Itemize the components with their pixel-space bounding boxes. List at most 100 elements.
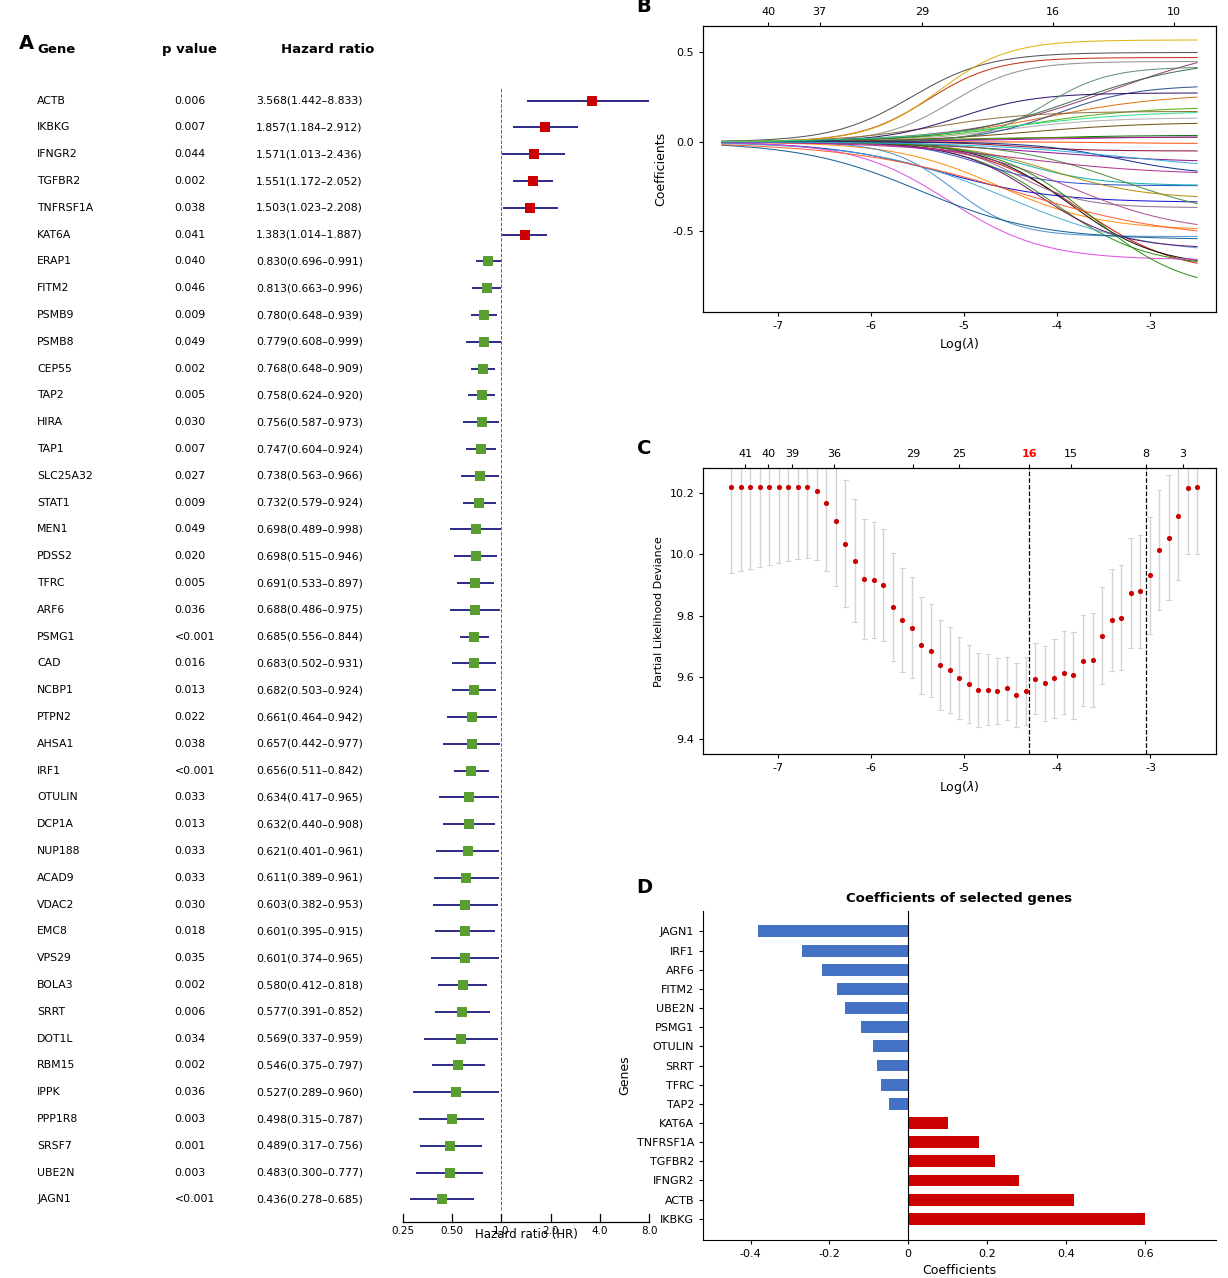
- Text: IRF1: IRF1: [37, 766, 61, 776]
- Point: [1178, 478, 1197, 498]
- Text: 0.009: 0.009: [174, 311, 206, 320]
- Text: SLC25A32: SLC25A32: [37, 470, 93, 481]
- Text: 1.551(1.172–2.052): 1.551(1.172–2.052): [255, 176, 362, 187]
- Text: 0.030: 0.030: [174, 900, 206, 910]
- Title: Coefficients of selected genes: Coefficients of selected genes: [846, 892, 1072, 905]
- Bar: [909, 1174, 1018, 1186]
- Text: B: B: [636, 0, 651, 15]
- Text: 0.601(0.374–0.965): 0.601(0.374–0.965): [255, 953, 363, 964]
- Text: VDAC2: VDAC2: [37, 900, 75, 910]
- Text: PSMB9: PSMB9: [37, 311, 75, 320]
- Text: EMC8: EMC8: [37, 927, 68, 937]
- Text: PSMG1: PSMG1: [37, 631, 76, 642]
- Text: 0.483(0.300–0.777): 0.483(0.300–0.777): [255, 1168, 363, 1177]
- Text: 0.044: 0.044: [174, 150, 206, 160]
- Y-axis label: Coefficients: Coefficients: [655, 132, 667, 206]
- Text: 0.038: 0.038: [174, 739, 206, 749]
- Text: 0.656(0.511–0.842): 0.656(0.511–0.842): [255, 766, 362, 776]
- Point: [949, 667, 969, 688]
- Text: IFNGR2: IFNGR2: [37, 150, 77, 160]
- Bar: [873, 1040, 909, 1052]
- Text: 0.033: 0.033: [174, 846, 206, 856]
- Text: TFRC: TFRC: [37, 578, 65, 588]
- Bar: [909, 1194, 1073, 1205]
- Bar: [822, 964, 909, 975]
- Text: 1.503(1.023–2.208): 1.503(1.023–2.208): [255, 203, 362, 213]
- Text: 0.049: 0.049: [174, 337, 206, 346]
- Bar: [837, 983, 909, 994]
- Text: 1.857(1.184–2.912): 1.857(1.184–2.912): [255, 123, 362, 133]
- X-axis label: Log($\lambda$): Log($\lambda$): [939, 336, 980, 353]
- Text: 1.571(1.013–2.436): 1.571(1.013–2.436): [255, 150, 362, 160]
- Point: [1102, 610, 1121, 630]
- Point: [1187, 477, 1207, 497]
- Point: [750, 477, 770, 497]
- Text: STAT1: STAT1: [37, 497, 70, 507]
- Text: 0.006: 0.006: [174, 1007, 206, 1017]
- Point: [1121, 583, 1141, 603]
- Bar: [802, 944, 909, 956]
- Text: 0.758(0.624–0.920): 0.758(0.624–0.920): [255, 390, 363, 400]
- Text: VPS29: VPS29: [37, 953, 72, 964]
- Text: 0.657(0.442–0.977): 0.657(0.442–0.977): [255, 739, 362, 749]
- Text: 0.527(0.289–0.960): 0.527(0.289–0.960): [255, 1088, 363, 1098]
- Text: 0.756(0.587–0.973): 0.756(0.587–0.973): [255, 417, 362, 427]
- Text: 0.738(0.563–0.966): 0.738(0.563–0.966): [255, 470, 362, 481]
- Text: UBE2N: UBE2N: [37, 1168, 75, 1177]
- Point: [1025, 668, 1045, 689]
- Text: 0.436(0.278–0.685): 0.436(0.278–0.685): [255, 1195, 362, 1204]
- Point: [1016, 681, 1035, 702]
- Y-axis label: Genes: Genes: [619, 1056, 631, 1095]
- Text: ERAP1: ERAP1: [37, 257, 72, 266]
- Text: DCP1A: DCP1A: [37, 819, 74, 829]
- Text: D: D: [636, 878, 653, 897]
- Text: Hazard ratio: Hazard ratio: [281, 43, 375, 56]
- Point: [1168, 506, 1187, 527]
- Text: 0.030: 0.030: [174, 417, 206, 427]
- Text: 0.546(0.375–0.797): 0.546(0.375–0.797): [255, 1061, 362, 1071]
- Text: 0.009: 0.009: [174, 497, 206, 507]
- Point: [797, 477, 817, 497]
- Text: 0.018: 0.018: [174, 927, 206, 937]
- Text: 0.046: 0.046: [174, 284, 206, 293]
- Text: <0.001: <0.001: [174, 766, 215, 776]
- Text: 0.611(0.389–0.961): 0.611(0.389–0.961): [255, 873, 362, 883]
- Text: 0.022: 0.022: [174, 712, 206, 722]
- Point: [941, 659, 960, 680]
- Bar: [909, 1213, 1144, 1224]
- Text: 0.002: 0.002: [174, 364, 206, 373]
- Point: [911, 635, 931, 656]
- Point: [997, 679, 1017, 699]
- Text: RBM15: RBM15: [37, 1061, 76, 1071]
- Text: PSMB8: PSMB8: [37, 337, 75, 346]
- Text: BOLA3: BOLA3: [37, 980, 74, 990]
- Text: ACAD9: ACAD9: [37, 873, 75, 883]
- Text: ACTB: ACTB: [37, 96, 66, 106]
- Text: 0.813(0.663–0.996): 0.813(0.663–0.996): [255, 284, 362, 293]
- Point: [721, 477, 740, 497]
- Text: 0.033: 0.033: [174, 792, 206, 803]
- X-axis label: Coefficients: Coefficients: [922, 1264, 997, 1277]
- Bar: [889, 1098, 909, 1109]
- Text: 0.691(0.533–0.897): 0.691(0.533–0.897): [255, 578, 362, 588]
- Text: 0.569(0.337–0.959): 0.569(0.337–0.959): [255, 1034, 362, 1044]
- Point: [1054, 662, 1073, 682]
- Point: [835, 533, 855, 553]
- Text: TNFRSF1A: TNFRSF1A: [37, 203, 93, 213]
- Point: [977, 680, 997, 700]
- Point: [1092, 625, 1111, 645]
- Bar: [759, 925, 909, 937]
- Text: 0.013: 0.013: [174, 685, 206, 695]
- Text: 0.002: 0.002: [174, 980, 206, 990]
- Text: 0.041: 0.041: [174, 230, 206, 239]
- Text: 0.634(0.417–0.965): 0.634(0.417–0.965): [255, 792, 362, 803]
- Text: 0.038: 0.038: [174, 203, 206, 213]
- Text: 3.568(1.442–8.833): 3.568(1.442–8.833): [255, 96, 362, 106]
- Text: 4.0: 4.0: [592, 1227, 608, 1236]
- Text: 0.577(0.391–0.852): 0.577(0.391–0.852): [255, 1007, 362, 1017]
- Point: [959, 674, 979, 694]
- Point: [931, 654, 950, 675]
- Point: [759, 477, 779, 497]
- Text: 0.027: 0.027: [174, 470, 206, 481]
- Text: 0.036: 0.036: [174, 1088, 206, 1098]
